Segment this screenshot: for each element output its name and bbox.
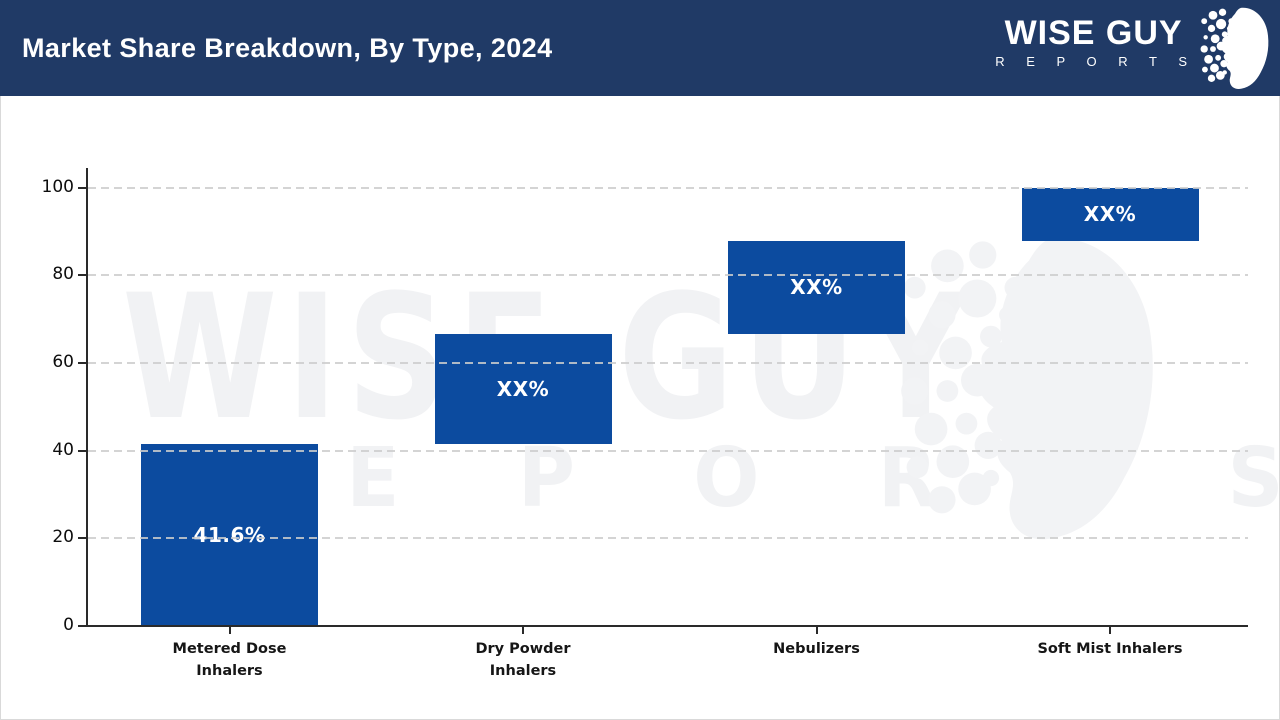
chart-title: Market Share Breakdown, By Type, 2024 <box>22 32 553 63</box>
logo-name: WISE GUY <box>1004 14 1183 52</box>
logo-subtitle: R E P O R T S <box>995 53 1196 69</box>
gridline <box>88 274 1248 277</box>
bar-segment: XX% <box>728 240 905 334</box>
y-tick-label: 40 <box>52 439 74 460</box>
gridline <box>88 361 1248 364</box>
x-category-label: Nebulizers <box>773 641 860 657</box>
y-tick-mark <box>78 186 86 189</box>
y-tick-label: 60 <box>52 351 74 372</box>
y-tick-mark <box>78 625 86 627</box>
x-tick-mark <box>1109 627 1111 634</box>
bar-value-label: 41.6% <box>193 522 266 547</box>
brand-logo: WISE GUY R E P O R T S <box>995 0 1274 96</box>
x-tick-mark <box>522 627 524 634</box>
y-tick-label: 80 <box>52 264 74 285</box>
bar-value-label: XX% <box>790 275 843 300</box>
logo-wordmark: WISE GUY R E P O R T S <box>991 14 1196 69</box>
gridline <box>88 186 1248 189</box>
x-tick-mark <box>228 627 231 634</box>
header: Market Share Breakdown, By Type, 2024 WI… <box>0 0 1280 96</box>
gridline <box>88 449 1248 452</box>
x-tick-mark <box>815 627 818 634</box>
y-tick-mark <box>78 449 86 452</box>
gridline <box>88 537 1248 540</box>
y-tick-label: 100 <box>41 176 74 197</box>
y-tick-label: 20 <box>52 527 74 548</box>
bar-value-label: XX% <box>496 376 550 401</box>
y-tick-label: 0 <box>63 615 74 635</box>
logo-face-icon <box>1200 7 1269 89</box>
x-category-label: Metered Dose Inhalers <box>172 641 287 679</box>
x-category-label: Dry Powder Inhalers <box>475 641 571 679</box>
x-category-label: Soft Mist Inhalers <box>1037 641 1183 657</box>
y-tick-mark <box>78 537 86 540</box>
bar-segment: 41.6% <box>141 443 318 626</box>
bar-segment: XX% <box>1021 187 1199 241</box>
y-tick-mark <box>78 361 86 364</box>
bar-value-label: XX% <box>1083 202 1137 227</box>
bar-segment: XX% <box>434 333 612 444</box>
y-axis-line <box>86 168 88 627</box>
x-axis-line <box>86 625 1248 627</box>
y-tick-mark <box>78 274 86 277</box>
